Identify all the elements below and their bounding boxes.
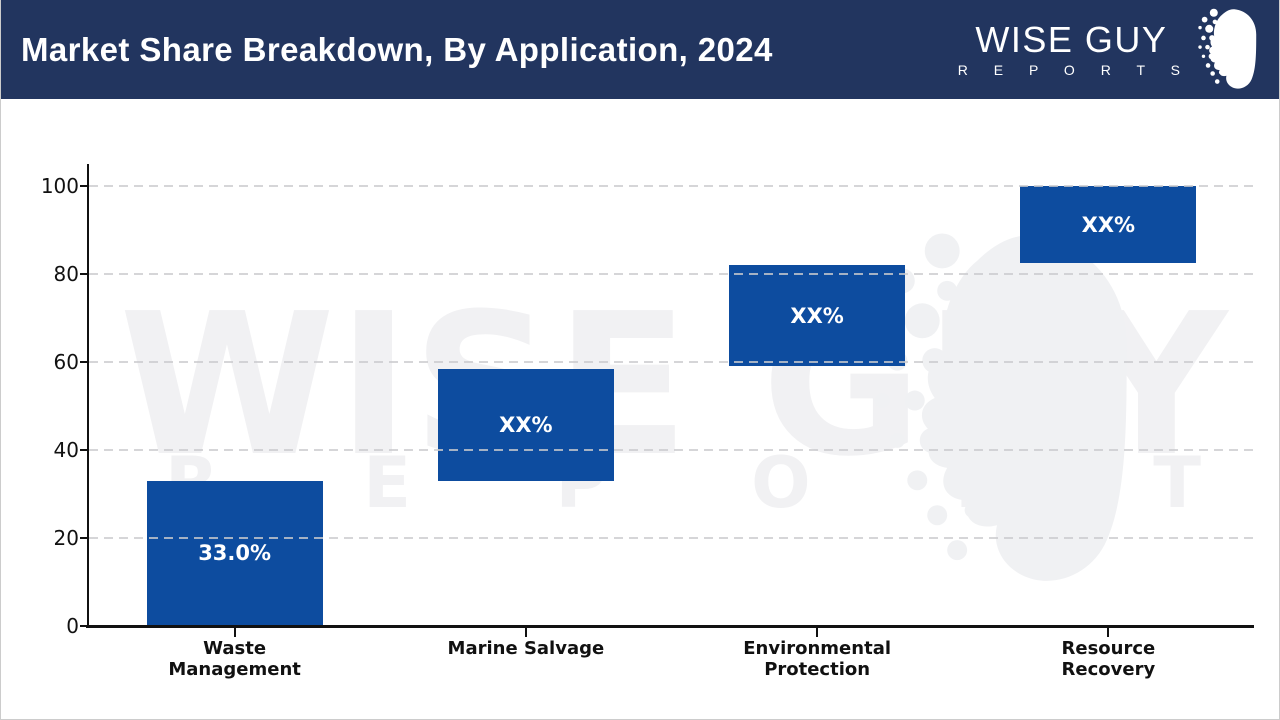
x-tick-mark [816,628,819,637]
y-tick-mark [80,361,88,363]
x-tick-label: Waste Management [168,638,301,680]
y-tick-label: 20 [53,526,79,550]
y-tick-mark [80,537,88,539]
y-tick-label: 100 [40,174,79,198]
bar-marine-salvage [437,368,614,481]
bar-value-label: 33.0% [198,541,272,566]
gridline-y60 [89,361,1254,363]
gridline-y40 [89,449,1254,451]
x-tick-mark [1107,628,1110,637]
bar-value-label: XX% [499,412,553,437]
head-profile-icon [1198,8,1257,89]
gridline-y100 [89,185,1254,187]
y-tick-mark [80,185,88,187]
bar-environmental-protection [729,265,906,367]
x-axis-line [86,625,1254,628]
x-tick-mark [233,628,236,637]
page-title: Market Share Breakdown, By Application, … [21,30,773,68]
x-tick-mark [524,628,527,637]
brand-logo: WISE GUY R E P O R T S [952,7,1267,93]
y-tick-label: 40 [53,438,79,462]
y-tick-label: 80 [53,262,79,286]
bar-value-label: XX% [790,303,844,328]
y-axis-line [87,164,89,628]
brand-logo-text: WISE GUY R E P O R T S [952,19,1191,78]
y-tick-label: 60 [53,350,79,374]
y-tick-mark [80,449,88,451]
bar-resource-recovery [1020,186,1197,263]
brand-subtitle: R E P O R T S [957,62,1191,78]
gridline-y80 [89,273,1254,275]
x-tick-label: Environmental Protection [743,638,892,680]
x-tick-label: Resource Recovery [1061,638,1156,680]
x-tick-label: Marine Salvage [447,638,605,659]
y-tick-label: 0 [66,614,79,638]
y-tick-mark [80,625,88,627]
watermark-head-profile [874,233,1127,581]
bar-waste-management [146,480,323,626]
gridline-y20 [89,537,1254,539]
bar-value-label: XX% [1081,212,1136,237]
brand-name: WISE GUY [975,19,1168,60]
y-tick-mark [80,273,88,275]
header-bar: Market Share Breakdown, By Application, … [1,0,1279,99]
